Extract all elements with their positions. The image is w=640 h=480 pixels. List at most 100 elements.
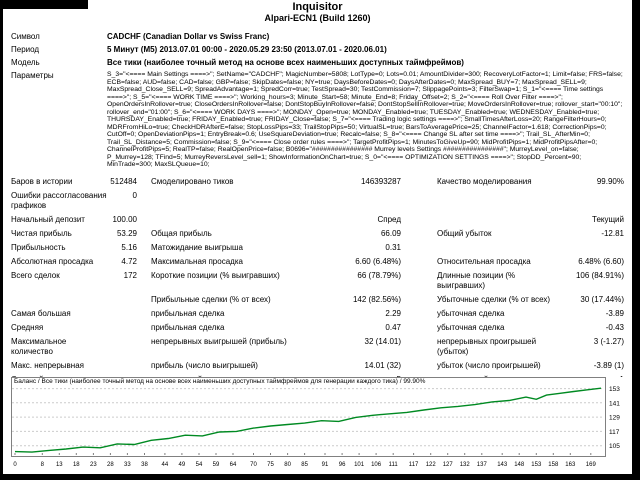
- stat-value: [107, 361, 151, 371]
- stat-label: Матожидание выигрыша: [151, 242, 243, 252]
- stat-label: Максимальное количество: [11, 336, 67, 356]
- stat-label: Прибыльность: [11, 242, 66, 252]
- stat-label: [11, 295, 107, 305]
- stat-value: 6.48% (6.60): [578, 256, 624, 266]
- x-axis-label: 33: [124, 462, 131, 468]
- stat-value: 66 (78.79%): [357, 270, 401, 280]
- stat-value: 6.60 (6.48%): [355, 256, 401, 266]
- stat-value: -3.89: [605, 308, 624, 318]
- x-axis-label: 143: [497, 462, 508, 468]
- screen-black-corner: [0, 0, 88, 9]
- x-axis-label: 163: [565, 462, 576, 468]
- stat-value: 66.09: [380, 228, 401, 238]
- info-label: Символ: [11, 32, 40, 41]
- stat-label: Максимальная просадка: [151, 256, 243, 266]
- y-axis-label: 105: [609, 443, 620, 450]
- stat-value: 512484: [110, 176, 137, 186]
- stat-label: Начальный депозит: [11, 214, 85, 224]
- stat-label: [407, 191, 557, 211]
- stat-value: 142 (82.56%): [352, 294, 401, 304]
- x-axis-label: 122: [426, 462, 437, 468]
- stat-label: прибыль (число выигрышей): [151, 360, 258, 370]
- info-table: Символ CADCHF (Canadian Dollar vs Swiss F…: [11, 29, 624, 169]
- x-axis-label: 49: [179, 462, 186, 468]
- stat-value: 100.00: [112, 214, 137, 224]
- stat-label: убыточная сделка: [437, 322, 505, 332]
- x-axis-label: 64: [230, 462, 237, 468]
- x-axis-label: 44: [162, 462, 169, 468]
- stat-label: Длинные позиции (% выигравших): [437, 270, 516, 290]
- stat-label: Качество моделирования: [437, 176, 532, 186]
- stat-label: Ошибки рассогласования графиков: [11, 190, 107, 210]
- stat-value: 30 (17.44%): [580, 294, 624, 304]
- stat-label: Чистая прибыль: [11, 228, 72, 238]
- stat-label: Прибыльные сделки (% от всех): [151, 294, 271, 304]
- chart-caption: Баланс / Все тики (наиболее точный метод…: [14, 378, 426, 385]
- x-axis-label: 75: [267, 462, 274, 468]
- stat-label: Относительная просадка: [437, 256, 531, 266]
- x-axis-label: 148: [514, 462, 525, 468]
- stat-value: [107, 323, 151, 333]
- stat-label: [151, 215, 329, 225]
- stat-value: 14.01 (32): [364, 360, 401, 370]
- stat-label: [407, 215, 557, 225]
- report-subtitle: Alpari-ECN1 (Build 1260): [264, 13, 371, 23]
- stat-value: 0.31: [385, 242, 401, 252]
- stat-value: [107, 309, 151, 319]
- stats-table: Баров в истории 512484 Смоделировано тиков…: [11, 173, 624, 385]
- stat-value: -3.89 (1): [593, 360, 624, 370]
- chart-svg: 105 117 129 141 153 0 8 13 18 23 28 33 38 44 49 54 59 64 7…: [11, 377, 620, 468]
- stat-row: Максимальное количество непрерывных выигр…: [11, 333, 624, 357]
- stat-row: Начальный депозит 100.00 Спред Текущий: [11, 211, 624, 225]
- stat-label: Самая большая: [11, 308, 71, 318]
- stat-value: 172: [123, 270, 137, 280]
- x-axis-label: 0: [13, 462, 17, 468]
- info-label: Параметры: [11, 71, 54, 80]
- stat-label: Макс. непрерывная: [11, 360, 84, 370]
- stat-row: Ошибки рассогласования графиков 0: [11, 187, 624, 211]
- stat-label: непрерывных выигрышей (прибыль): [151, 336, 287, 346]
- stat-value: [329, 191, 407, 211]
- y-axis-label: 117: [609, 429, 620, 436]
- x-axis-label: 38: [141, 462, 148, 468]
- x-axis-label: 158: [548, 462, 559, 468]
- info-value: Все тики (наиболее точный метод на основ…: [107, 58, 464, 67]
- stat-value: 4.72: [121, 256, 137, 266]
- stat-label: [407, 243, 557, 253]
- info-label: Модель: [11, 58, 40, 67]
- x-axis-label: 91: [322, 462, 329, 468]
- stat-value: Текущий: [592, 214, 624, 224]
- report-title: Inquisitor: [292, 1, 343, 13]
- stat-label: прибыльная сделка: [151, 322, 225, 332]
- balance-chart: Баланс / Все тики (наиболее точный метод…: [11, 377, 632, 471]
- stat-row: Всего сделок 172 Короткие позиции (% выигр…: [11, 267, 624, 291]
- stat-value: 2.29: [385, 308, 401, 318]
- stat-row: Чистая прибыль 53.29 Общая прибыль 66.09 Общ…: [11, 225, 624, 239]
- stat-value: [557, 243, 624, 253]
- stat-label: непрерывных проигрышей (убыток): [437, 336, 537, 356]
- stat-row: Прибыльность 5.16 Матожидание выигрыша 0.31: [11, 239, 624, 253]
- balance-line: [14, 387, 602, 453]
- stat-value: Спред: [377, 214, 402, 224]
- x-axis-label: 28: [107, 462, 114, 468]
- stat-row: Макс. непрерывная прибыль (число выигрыше…: [11, 357, 624, 371]
- stat-label: Короткие позиции (% выигравших): [151, 270, 280, 280]
- stat-value: 0: [132, 190, 137, 200]
- y-axis-label: 153: [609, 386, 620, 393]
- x-axis-label: 80: [284, 462, 291, 468]
- info-label: Период: [11, 45, 40, 54]
- stat-value: 32 (14.01): [364, 336, 401, 346]
- x-axis-label: 23: [90, 462, 97, 468]
- info-row: Модель Все тики (наиболее точный метод на…: [11, 55, 624, 68]
- x-axis-label: 137: [477, 462, 488, 468]
- x-axis-label: 85: [301, 462, 308, 468]
- x-axis-label: 132: [460, 462, 471, 468]
- x-axis-label: 96: [339, 462, 346, 468]
- x-axis-label: 59: [213, 462, 220, 468]
- stat-row: Самая большая прибыльная сделка 2.29 убыточ…: [11, 305, 624, 319]
- x-axis-label: 54: [196, 462, 203, 468]
- report-header: Inquisitor Alpari-ECN1 (Build 1260): [3, 0, 632, 23]
- x-axis-label: 117: [409, 462, 419, 468]
- x-axis-label: 111: [389, 462, 399, 468]
- stat-label: Убыточные сделки (% от всех): [437, 294, 551, 304]
